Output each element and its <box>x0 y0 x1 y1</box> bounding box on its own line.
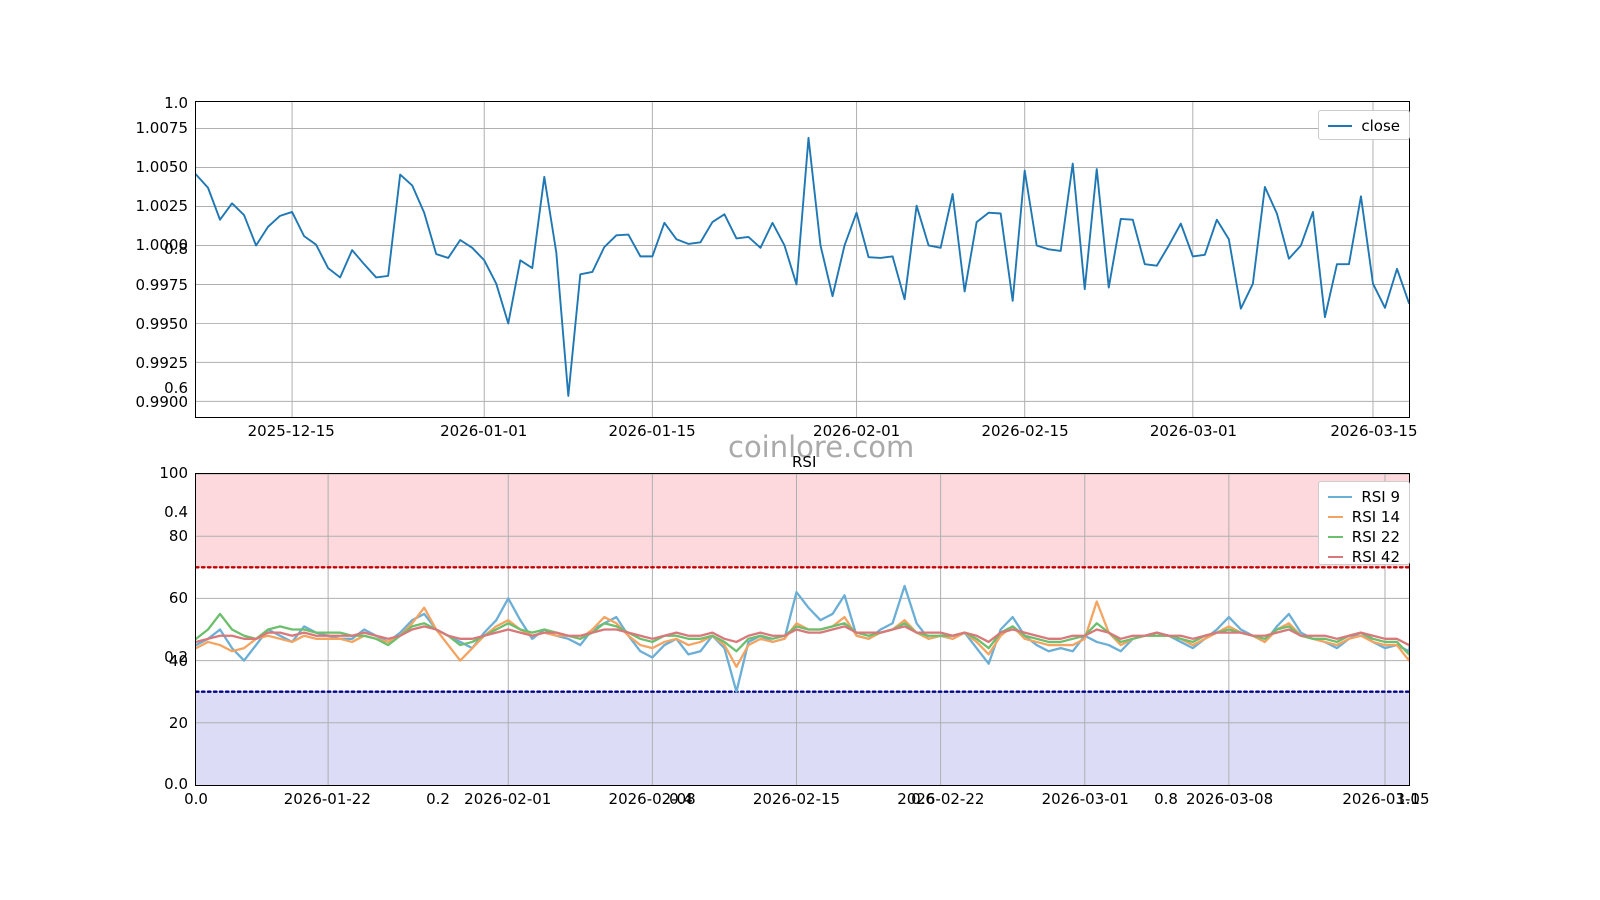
rsi-x-tick: 2026-01-22 <box>283 790 371 808</box>
rsi-y-overlay-tick: 0.2 <box>164 648 188 666</box>
price-y-tick: 1.0025 <box>135 197 189 216</box>
legend-item[interactable]: RSI 22 <box>1328 527 1400 547</box>
price-y-tick: 1.0050 <box>135 157 189 176</box>
price-y-tick: 0.9900 <box>135 393 189 412</box>
price-x-tick: 2026-03-15 <box>1330 422 1418 440</box>
rsi-chart-title: RSI <box>792 453 817 471</box>
rsi-x-overlay-tick: 0.0 <box>184 790 208 808</box>
price-x-tick: 2026-01-01 <box>440 422 528 440</box>
rsi-y-tick: 20 <box>168 714 188 733</box>
legend-line-icon <box>1328 496 1353 498</box>
price-x-tick: 2026-03-01 <box>1149 422 1238 440</box>
rsi-x-tick: 2026-02-01 <box>464 790 552 808</box>
rsi-y-overlay-tick: 0.4 <box>164 503 188 521</box>
rsi-chart-plot-area <box>195 473 1410 786</box>
rsi-x-overlay-tick: 0.4 <box>669 790 693 808</box>
rsi-y-tick: 40 <box>168 651 188 670</box>
rsi-chart-legend[interactable]: RSI 9 RSI 14 RSI 22 RSI 42 <box>1318 481 1410 567</box>
price-y-tick: 1.0000 <box>135 236 189 255</box>
price-series-svg <box>196 102 1409 417</box>
rsi-x-tick: 2026-03-08 <box>1185 790 1274 808</box>
price-chart-plot-area <box>195 101 1410 418</box>
legend-label: RSI 42 <box>1351 548 1400 566</box>
rsi-x-tick: 2026-02-08 <box>608 790 696 808</box>
price-x-tick: 2026-02-01 <box>813 422 901 440</box>
rsi-y-tick: 100 <box>159 464 188 482</box>
rsi-x-overlay-tick: 0.6 <box>911 790 935 808</box>
legend-item[interactable]: RSI 42 <box>1328 547 1400 567</box>
rsi-x-tick: 2026-03-01 <box>1041 790 1129 808</box>
legend-line-icon <box>1328 536 1343 538</box>
legend-line-icon <box>1328 556 1343 558</box>
legend-line-icon <box>1328 125 1353 127</box>
legend-line-icon <box>1328 516 1343 518</box>
price-x-tick: 2025-12-15 <box>247 422 335 440</box>
rsi-x-tick: 2026-02-22 <box>897 790 985 808</box>
price-y-tick: 0.9975 <box>135 275 189 294</box>
price-x-tick: 2026-01-15 <box>608 422 696 440</box>
rsi-x-overlay-tick: 0.8 <box>1154 790 1178 808</box>
price-y-overlay-tick: 1.0 <box>164 94 188 112</box>
legend-label: RSI 9 <box>1361 488 1400 506</box>
rsi-x-overlay-tick: 1.0 <box>1396 790 1420 808</box>
rsi-y-overlay-tick: 0.0 <box>164 775 188 793</box>
price-y-tick: 0.9925 <box>135 354 189 373</box>
rsi-x-tick: 2026-03-15 <box>1342 790 1430 808</box>
price-y-overlay-tick: 0.6 <box>164 379 188 397</box>
rsi-x-overlay-tick: 0.2 <box>426 790 450 808</box>
price-x-tick: 2026-02-15 <box>981 422 1069 440</box>
rsi-y-tick: 80 <box>168 526 188 545</box>
watermark-text: coinlore.com <box>728 430 915 464</box>
legend-item[interactable]: RSI 14 <box>1328 507 1400 527</box>
legend-label: close <box>1361 117 1400 135</box>
rsi-y-tick: 60 <box>168 589 188 608</box>
price-chart-legend[interactable]: close <box>1318 110 1410 140</box>
price-y-overlay-tick: 0.8 <box>164 240 188 258</box>
price-y-tick: 0.9950 <box>135 314 189 333</box>
rsi-series-svg <box>196 474 1409 785</box>
price-y-tick: 1.0075 <box>135 118 189 137</box>
legend-item[interactable]: RSI 9 <box>1328 487 1400 507</box>
rsi-x-tick: 2026-02-15 <box>752 790 841 808</box>
legend-label: RSI 22 <box>1351 528 1400 546</box>
legend-label: RSI 14 <box>1351 508 1400 526</box>
legend-item[interactable]: close <box>1328 116 1400 136</box>
